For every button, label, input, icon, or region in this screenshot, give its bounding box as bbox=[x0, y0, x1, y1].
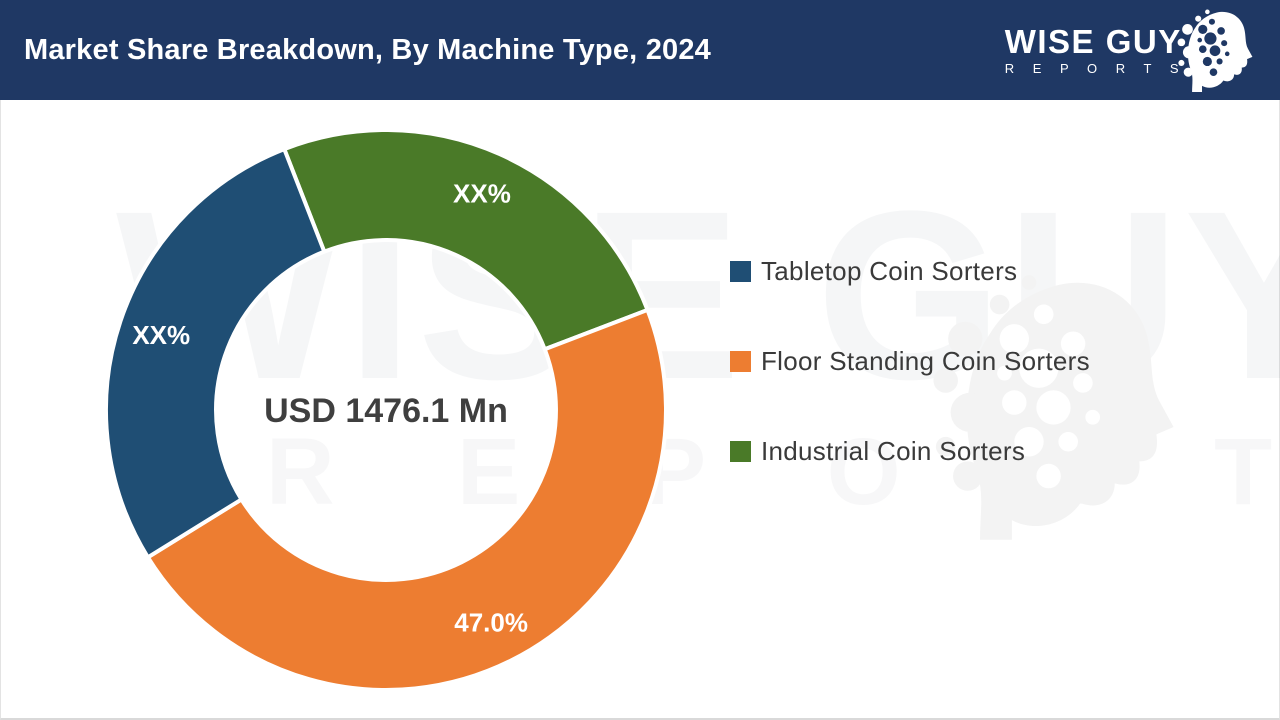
header-bar: Market Share Breakdown, By Machine Type,… bbox=[0, 0, 1280, 100]
legend-swatch bbox=[730, 350, 751, 372]
logo-head-icon bbox=[1177, 9, 1253, 92]
page-title: Market Share Breakdown, By Machine Type,… bbox=[24, 33, 712, 66]
logo-wordmark: WISE GUY bbox=[1004, 23, 1182, 60]
donut-slice-floor-standing-coin-sorters bbox=[145, 307, 668, 692]
donut-slice-tabletop-coin-sorters bbox=[104, 147, 327, 560]
donut-center-label: USD 1476.1 Mn bbox=[264, 392, 508, 430]
legend-item: Tabletop Coin Sorters bbox=[730, 255, 1090, 286]
logo-subtitle: R E P O R T S bbox=[1004, 61, 1186, 76]
legend-label: Tabletop Coin Sorters bbox=[761, 255, 1018, 286]
legend-swatch bbox=[730, 260, 751, 282]
legend-item: Floor Standing Coin Sorters bbox=[730, 345, 1090, 376]
legend-label: Industrial Coin Sorters bbox=[761, 435, 1026, 466]
chart-canvas: WISE GUY R E P O R T S XX%47.0%XX%USD 14… bbox=[0, 100, 1280, 720]
donut-chart: XX% 47.0% XX% USD 1476.1 Mn bbox=[104, 128, 668, 692]
wise-guy-logo: WISE GUY R E P O R T S bbox=[1005, 8, 1254, 92]
donut-slice-industrial-coin-sorters bbox=[282, 128, 650, 352]
slice-value-label: XX% bbox=[132, 320, 190, 350]
legend-swatch bbox=[730, 440, 751, 462]
slice-value-label: XX% bbox=[453, 178, 511, 208]
legend-item: Industrial Coin Sorters bbox=[730, 435, 1090, 466]
watermark-head-graphic bbox=[933, 275, 1174, 540]
slice-value-label: 47.0% bbox=[454, 607, 528, 637]
chart-legend: Tabletop Coin Sorters Floor Standing Coin… bbox=[730, 255, 1090, 466]
legend-label: Floor Standing Coin Sorters bbox=[761, 345, 1090, 376]
